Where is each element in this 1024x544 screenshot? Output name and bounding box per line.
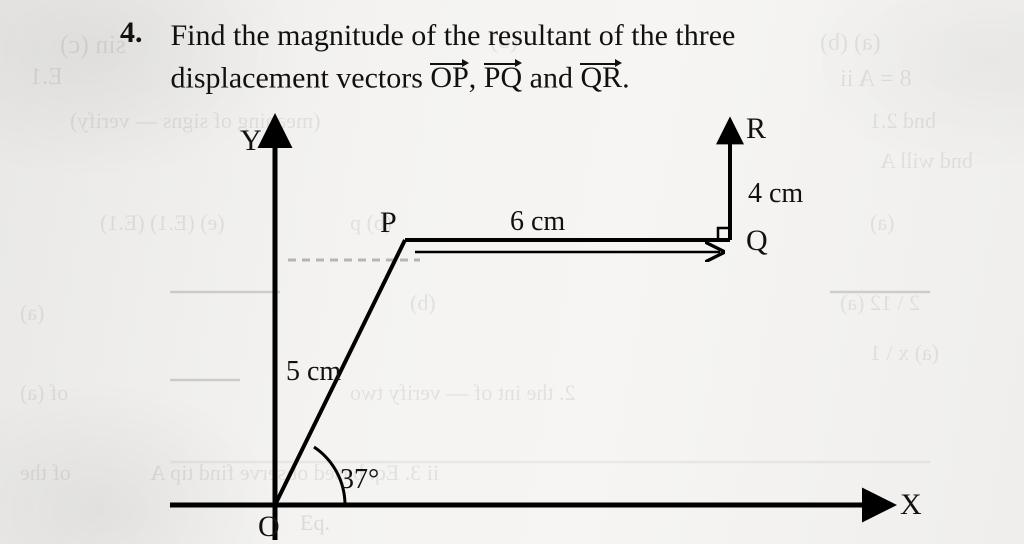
label-y: Y	[240, 124, 262, 157]
label-pq-length: 6 cm	[510, 206, 565, 237]
showthrough-rules	[170, 292, 930, 462]
question-number: 4.	[120, 16, 143, 99]
vector-op: OP	[430, 57, 468, 99]
question-block: 4. Find the magnitude of the resultant o…	[120, 16, 964, 99]
diagram-svg: Y R P Q O X 5 cm 6 cm 4 cm 37° Eq.	[170, 110, 930, 540]
label-p: P	[380, 206, 397, 239]
question-text: Find the magnitude of the resultant of t…	[171, 16, 736, 99]
question-line-1: Find the magnitude of the resultant of t…	[171, 19, 736, 52]
label-x: X	[900, 488, 922, 521]
vector-pq-label: PQ	[484, 61, 522, 94]
label-qr-length: 4 cm	[748, 178, 803, 209]
label-angle: 37°	[340, 464, 379, 495]
sep: ,	[469, 61, 484, 94]
label-q: Q	[746, 224, 768, 257]
question-line-2-pre: displacement vectors	[171, 61, 431, 94]
page: sin (c)(b)(a) (b)E.18 = A iibnd 2.1(mean…	[0, 0, 1024, 544]
label-r: R	[746, 112, 766, 145]
sep: and	[522, 61, 580, 94]
vector-op-label: OP	[430, 61, 468, 94]
vector-pq: PQ	[484, 57, 522, 99]
label-op-length: 5 cm	[286, 356, 341, 387]
diagram: Y R P Q O X 5 cm 6 cm 4 cm 37° Eq.	[170, 110, 930, 540]
label-o: O	[258, 510, 280, 540]
vector-qr: QR	[580, 57, 622, 99]
question-line-2-post: .	[622, 61, 630, 94]
showthrough-eq: Eq.	[300, 510, 330, 535]
vector-qr-label: QR	[580, 61, 622, 94]
